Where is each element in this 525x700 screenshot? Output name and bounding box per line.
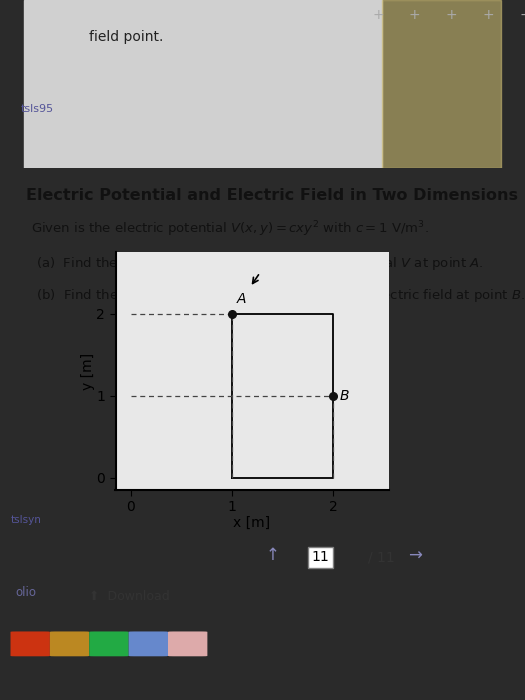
Text: $B$: $B$ <box>339 389 350 402</box>
Text: ⬆  Download: ⬆ Download <box>89 590 170 603</box>
FancyBboxPatch shape <box>89 631 129 657</box>
Text: +: + <box>446 8 457 22</box>
Text: $A$: $A$ <box>236 292 247 306</box>
Bar <box>382 0 501 168</box>
Text: ↑: ↑ <box>266 546 280 564</box>
Y-axis label: y [m]: y [m] <box>81 352 95 390</box>
FancyBboxPatch shape <box>168 631 207 657</box>
Text: tslsyn: tslsyn <box>10 514 41 525</box>
Text: +: + <box>372 8 384 22</box>
Text: 11: 11 <box>311 550 329 564</box>
Text: / 11: / 11 <box>368 550 394 564</box>
Text: +: + <box>482 8 494 22</box>
Bar <box>24 0 382 168</box>
Text: +: + <box>519 8 525 22</box>
FancyBboxPatch shape <box>50 631 89 657</box>
Text: Given is the electric potential $V(x,y) = cxy^2$ with $c = 1$ V/m$^3$.: Given is the electric potential $V(x,y) … <box>30 219 428 239</box>
Text: tsls95: tsls95 <box>21 104 54 114</box>
Text: (a)  Find the value (in SI units) of the electric potential $V$ at point $A$.: (a) Find the value (in SI units) of the … <box>36 256 483 272</box>
X-axis label: x [m]: x [m] <box>234 516 270 530</box>
Text: field point.: field point. <box>89 30 164 44</box>
Text: olio: olio <box>16 586 37 598</box>
FancyBboxPatch shape <box>10 631 50 657</box>
Text: Electric Potential and Electric Field in Two Dimensions: Electric Potential and Electric Field in… <box>26 188 518 203</box>
Text: →: → <box>408 546 422 564</box>
FancyBboxPatch shape <box>129 631 168 657</box>
Text: (b)  Find the components $E_x, E_y$ (in SI units) of the electric field at point: (b) Find the components $E_x, E_y$ (in S… <box>36 288 525 307</box>
Text: +: + <box>409 8 421 22</box>
